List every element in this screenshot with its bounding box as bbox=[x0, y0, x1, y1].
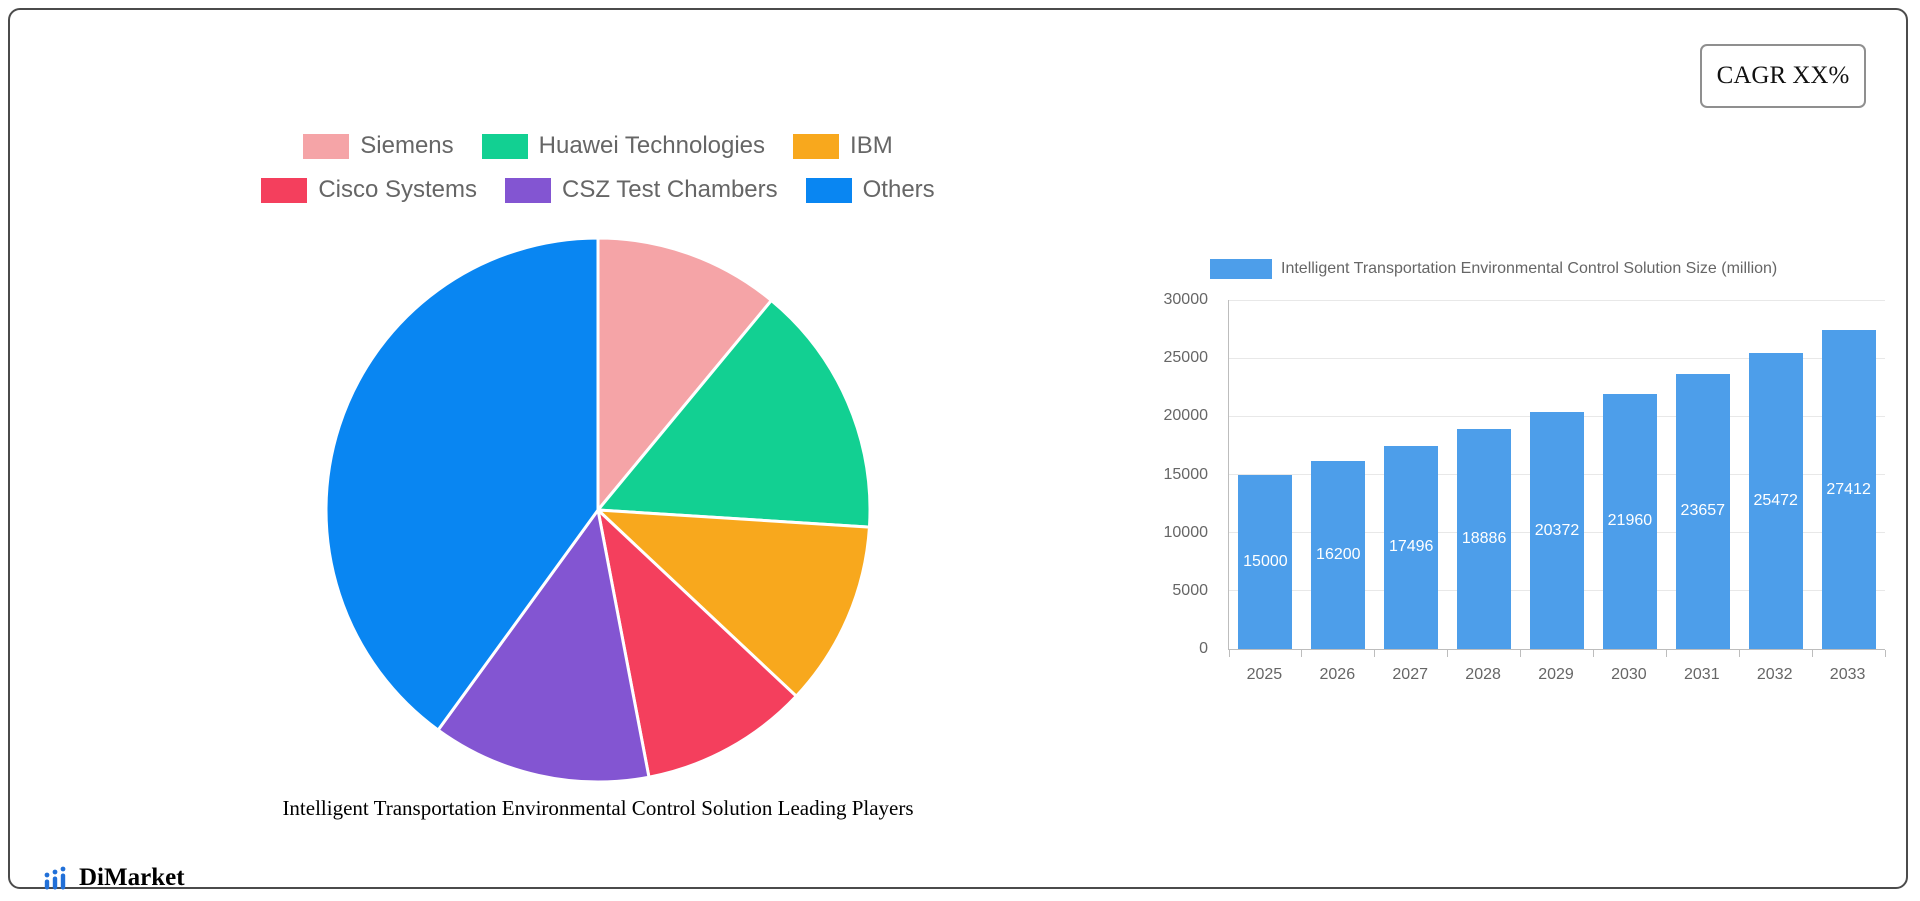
bar-value-label-2026: 16200 bbox=[1316, 545, 1361, 563]
bar-2030[interactable]: 21960 bbox=[1602, 393, 1657, 649]
bar-2033[interactable]: 27412 bbox=[1821, 330, 1876, 649]
grid-line-25000 bbox=[1229, 357, 1885, 359]
x-axis-tick bbox=[1520, 650, 1522, 657]
pie-slice-cisco-systems[interactable] bbox=[596, 508, 798, 779]
legend-item-others[interactable]: Others bbox=[805, 176, 935, 204]
bar-2026[interactable]: 16200 bbox=[1311, 460, 1366, 649]
pie-slice-others[interactable] bbox=[324, 236, 600, 732]
x-axis-tick bbox=[1884, 650, 1886, 657]
x-tick-label-2026: 2026 bbox=[1319, 666, 1356, 683]
x-tick-label-2025: 2025 bbox=[1246, 666, 1283, 683]
legend-swatch-others bbox=[805, 177, 852, 203]
bar-x-axis: 2025 2026 2027 2028 2029 2030 2031 2032 2033 bbox=[1228, 666, 1884, 690]
bar-value-label-2031: 23657 bbox=[1680, 502, 1726, 520]
y-tick-label-30000: 30000 bbox=[1163, 291, 1209, 308]
legend-label-huawei-technologies: Huawei Technologies bbox=[538, 132, 766, 159]
x-axis-tick bbox=[1374, 650, 1376, 657]
pie-legend-row-2: Cisco Systems CSZ Test Chambers Others bbox=[261, 176, 935, 204]
y-tick-label-20000: 20000 bbox=[1163, 407, 1209, 425]
x-axis-tick bbox=[1665, 650, 1667, 657]
bar-value-label-2028: 18886 bbox=[1461, 530, 1507, 548]
bar-2028[interactable]: 18886 bbox=[1457, 429, 1512, 649]
bar-value-label-2025: 15000 bbox=[1243, 552, 1288, 570]
bar-legend[interactable]: Intelligent Transportation Environmental… bbox=[1210, 259, 1777, 279]
y-tick-label-25000: 25000 bbox=[1163, 349, 1209, 367]
legend-swatch-cisco-systems bbox=[261, 177, 308, 203]
bar-2025[interactable]: 15000 bbox=[1238, 474, 1293, 649]
legend-item-csz-test-chambers[interactable]: CSZ Test Chambers bbox=[505, 176, 778, 204]
legend-swatch-ibm bbox=[793, 133, 840, 159]
pie-chart-svg bbox=[324, 236, 872, 784]
legend-swatch-csz-test-chambers bbox=[505, 177, 552, 203]
bar-value-label-2030: 21960 bbox=[1607, 512, 1653, 530]
x-axis-tick bbox=[1228, 650, 1230, 657]
x-axis-tick bbox=[1738, 650, 1740, 657]
legend-item-ibm[interactable]: IBM bbox=[793, 132, 893, 160]
cagr-label: CAGR XX% bbox=[1716, 62, 1850, 89]
y-tick-label-5000: 5000 bbox=[1172, 581, 1208, 599]
pie-slice-huawei-technologies[interactable] bbox=[596, 298, 872, 529]
x-tick-label-2028: 2028 bbox=[1465, 666, 1501, 683]
legend-label-csz-test-chambers: CSZ Test Chambers bbox=[562, 176, 778, 203]
x-tick-label-2032: 2032 bbox=[1756, 666, 1793, 683]
pie-slice-csz-test-chambers[interactable] bbox=[436, 508, 651, 784]
y-tick-label-0: 0 bbox=[1199, 640, 1208, 657]
grid-line-30000 bbox=[1229, 299, 1885, 301]
x-axis-tick bbox=[1592, 650, 1594, 657]
cagr-badge: CAGR XX% bbox=[1700, 44, 1866, 108]
legend-item-cisco-systems[interactable]: Cisco Systems bbox=[261, 176, 477, 204]
pie-chart bbox=[298, 210, 898, 810]
legend-label-siemens: Siemens bbox=[360, 132, 454, 159]
legend-swatch-siemens bbox=[303, 133, 350, 159]
x-axis-tick bbox=[1301, 650, 1303, 657]
x-tick-label-2027: 2027 bbox=[1392, 666, 1428, 683]
pie-legend: Siemens Huawei Technologies IBM Cisco Syst… bbox=[148, 132, 1048, 204]
dimarket-logo-icon bbox=[44, 866, 66, 890]
dimarket-logo-text: DiMarket bbox=[79, 864, 185, 891]
legend-item-huawei-technologies[interactable]: Huawei Technologies bbox=[481, 132, 766, 160]
pie-legend-row-1: Siemens Huawei Technologies IBM bbox=[303, 132, 893, 160]
pie-slice-ibm[interactable] bbox=[596, 508, 871, 698]
report-card: CAGR XX% Siemens Huawei Technologies IBM C… bbox=[8, 8, 1908, 891]
legend-label-ibm: IBM bbox=[850, 132, 893, 159]
pie-chart-title: Intelligent Transportation Environmental… bbox=[282, 796, 914, 820]
legend-item-siemens[interactable]: Siemens bbox=[303, 132, 454, 160]
bar-2029[interactable]: 20372 bbox=[1530, 412, 1584, 649]
bar-legend-label: Intelligent Transportation Environmental… bbox=[1281, 260, 1778, 277]
y-tick-label-15000: 15000 bbox=[1163, 465, 1209, 483]
x-tick-label-2033: 2033 bbox=[1829, 666, 1866, 683]
legend-label-cisco-systems: Cisco Systems bbox=[318, 176, 478, 203]
x-axis-tick bbox=[1447, 650, 1449, 657]
bar-value-label-2029: 20372 bbox=[1534, 521, 1580, 539]
bar-value-label-2033: 27412 bbox=[1826, 480, 1871, 498]
x-tick-label-2031: 2031 bbox=[1684, 666, 1720, 683]
x-tick-label-2029: 2029 bbox=[1538, 666, 1574, 683]
bar-legend-swatch bbox=[1210, 259, 1272, 279]
bar-y-axis: 0 5000 10000 15000 20000 25000 30000 bbox=[1128, 291, 1218, 657]
pie-slice-siemens[interactable] bbox=[596, 236, 773, 512]
bar-2031[interactable]: 23657 bbox=[1675, 373, 1730, 649]
bar-2032[interactable]: 25472 bbox=[1748, 352, 1803, 649]
bar-value-label-2032: 25472 bbox=[1753, 491, 1798, 509]
x-tick-label-2030: 2030 bbox=[1611, 666, 1647, 683]
legend-swatch-huawei-technologies bbox=[481, 133, 528, 159]
bar-2027[interactable]: 17496 bbox=[1384, 445, 1439, 649]
bar-value-label-2027: 17496 bbox=[1388, 538, 1434, 556]
bar-plot: 15000 16200 17496 18886 20372 21960 23657 25472… bbox=[1228, 299, 1886, 657]
dimarket-logo: DiMarket bbox=[42, 863, 185, 893]
y-tick-label-10000: 10000 bbox=[1163, 523, 1209, 541]
x-axis-tick bbox=[1811, 650, 1813, 657]
legend-label-others: Others bbox=[862, 176, 935, 203]
